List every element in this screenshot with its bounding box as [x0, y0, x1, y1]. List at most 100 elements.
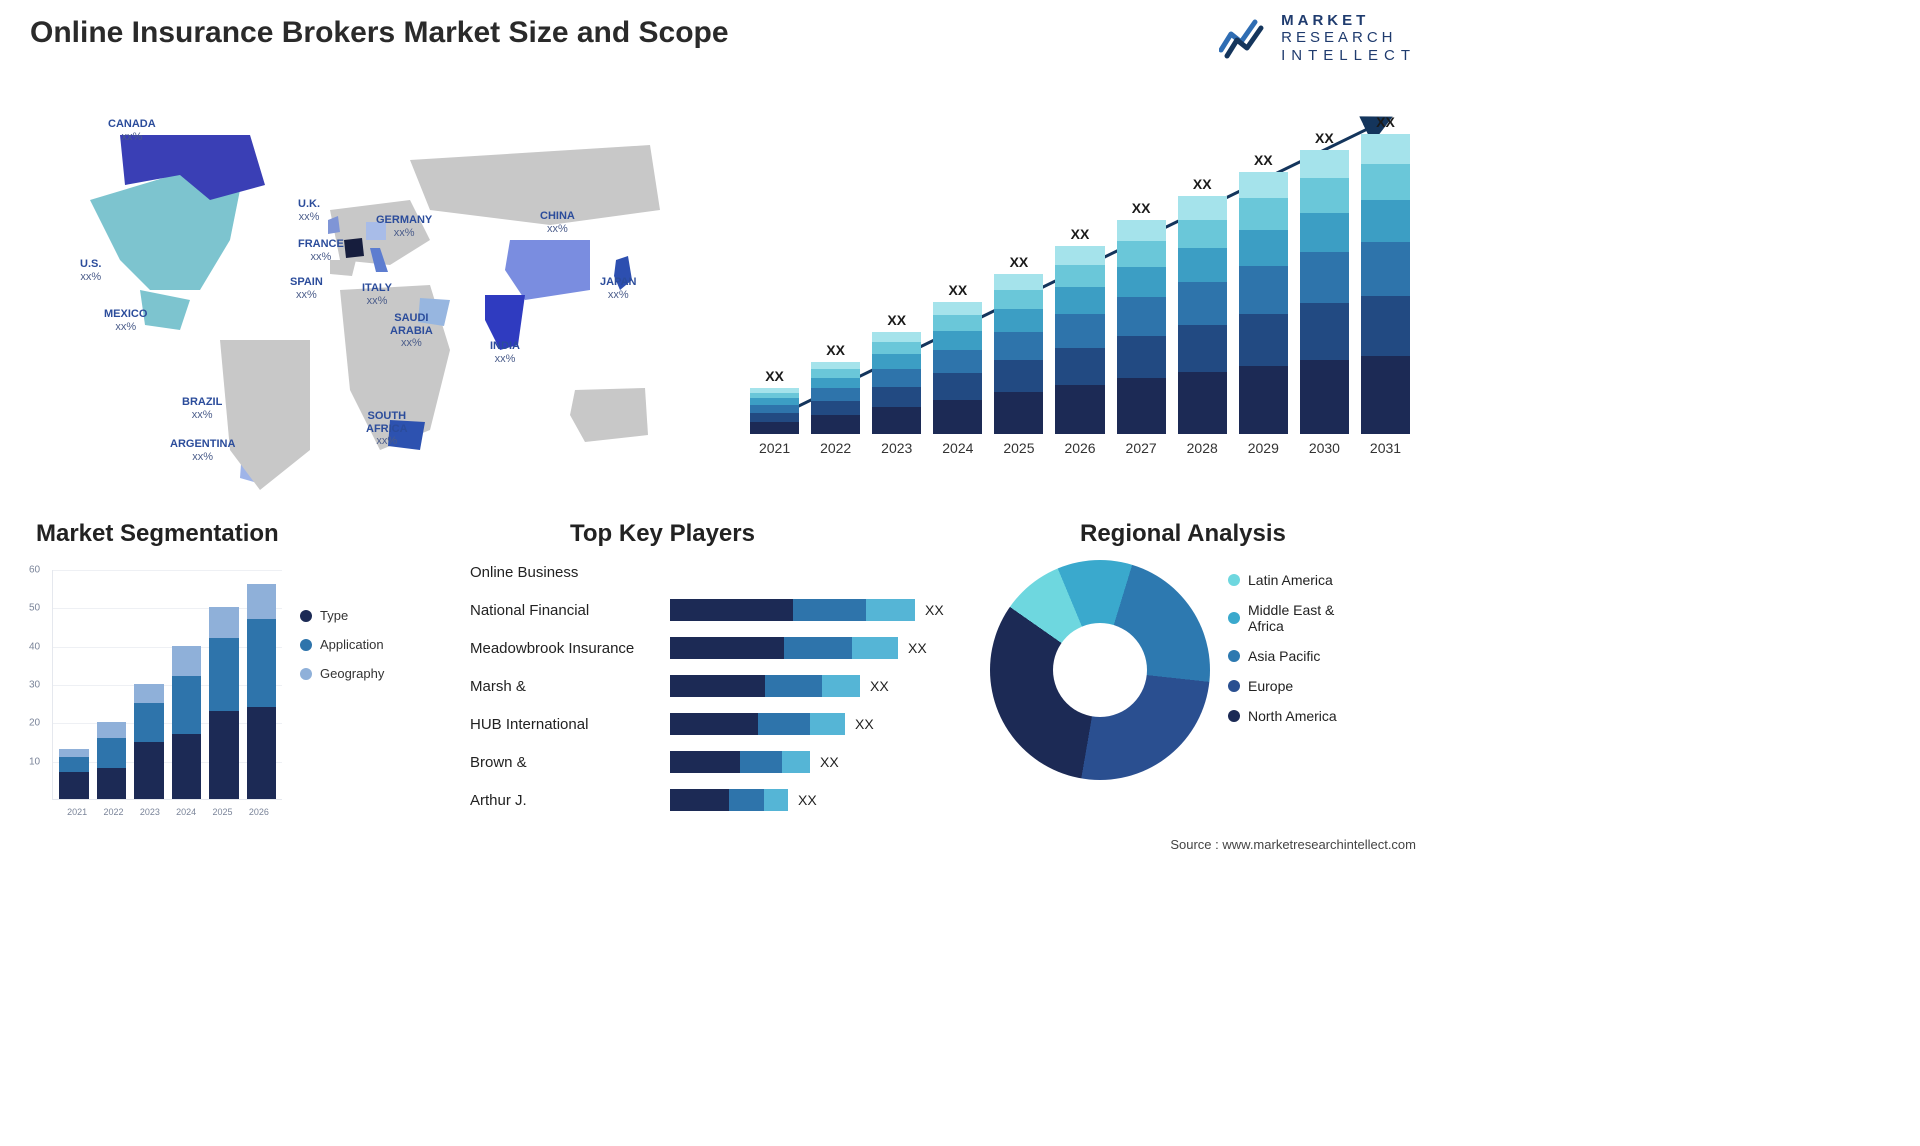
- growth-bar: XX2026: [1055, 226, 1104, 456]
- legend-swatch-icon: [1228, 574, 1240, 586]
- map-region: [140, 290, 190, 330]
- map-country-label: SOUTHAFRICAxx%: [366, 410, 408, 448]
- player-bar-segment: [822, 675, 860, 697]
- segmentation-x-tick: 2023: [140, 807, 160, 817]
- growth-bar-segment: [1055, 246, 1104, 265]
- player-bar-segment: [670, 637, 784, 659]
- player-bar: [670, 751, 810, 773]
- growth-bar-segment: [1361, 356, 1410, 434]
- logo-mark-icon: [1219, 16, 1271, 60]
- growth-bar-segment: [1117, 378, 1166, 434]
- growth-bar-segment: [872, 332, 921, 342]
- growth-bar-year: 2025: [1003, 440, 1034, 456]
- map-region: [328, 216, 340, 234]
- segmentation-bar-segment: [247, 619, 277, 707]
- player-bar-segment: [784, 637, 852, 659]
- growth-bar-year: 2026: [1064, 440, 1095, 456]
- player-label: Arthur J.: [470, 792, 670, 809]
- growth-bar-chart: XX2021XX2022XX2023XX2024XX2025XX2026XX20…: [750, 100, 1410, 480]
- top-key-players-header: Top Key Players: [570, 520, 755, 548]
- player-row: Meadowbrook InsuranceXX: [470, 634, 970, 662]
- legend-swatch-icon: [1228, 680, 1240, 692]
- growth-bar-value: XX: [765, 368, 784, 384]
- player-row: Marsh &XX: [470, 672, 970, 700]
- player-bar-segment: [729, 789, 764, 811]
- growth-bar-segment: [933, 315, 982, 331]
- growth-bar-value: XX: [1193, 176, 1212, 192]
- growth-bar-segment: [750, 413, 799, 422]
- growth-bar-segment: [1117, 220, 1166, 241]
- segmentation-x-tick: 2024: [176, 807, 196, 817]
- growth-bar-segment: [1055, 265, 1104, 288]
- growth-bar: XX2027: [1117, 200, 1166, 456]
- player-label: Marsh &: [470, 678, 670, 695]
- growth-bar-segment: [994, 392, 1043, 434]
- growth-bar-segment: [994, 309, 1043, 331]
- growth-bar-value: XX: [826, 342, 845, 358]
- segmentation-bar: [209, 607, 239, 799]
- segmentation-x-tick: 2022: [103, 807, 123, 817]
- growth-bar-segment: [811, 378, 860, 388]
- segmentation-bar-segment: [172, 646, 202, 677]
- map-country-label: SPAINxx%: [290, 276, 323, 301]
- growth-bar-segment: [872, 354, 921, 368]
- player-bar: [670, 637, 898, 659]
- segmentation-bar: [97, 722, 127, 799]
- map-country-label: INDIAxx%: [490, 340, 520, 365]
- regional-legend-item: Europe: [1228, 678, 1337, 694]
- segmentation-bar-segment: [59, 757, 89, 772]
- legend-label: Middle East &Africa: [1248, 602, 1334, 634]
- segmentation-legend-item: Application: [300, 637, 384, 652]
- map-country-label: ITALYxx%: [362, 282, 392, 307]
- regional-legend-item: North America: [1228, 708, 1337, 724]
- growth-bar-year: 2029: [1248, 440, 1279, 456]
- segmentation-bar-segment: [247, 707, 277, 799]
- growth-bar-value: XX: [1315, 130, 1334, 146]
- growth-bar-segment: [1117, 297, 1166, 336]
- player-bar-segment: [740, 751, 782, 773]
- map-country-label: CHINAxx%: [540, 210, 575, 235]
- growth-bar-segment: [811, 401, 860, 415]
- map-country-label: U.S.xx%: [80, 258, 101, 283]
- map-country-label: MEXICOxx%: [104, 308, 147, 333]
- player-row: Arthur J.XX: [470, 786, 970, 814]
- legend-label: Application: [320, 637, 384, 652]
- growth-bar-year: 2023: [881, 440, 912, 456]
- segmentation-legend-item: Type: [300, 608, 384, 623]
- growth-bar-value: XX: [1132, 200, 1151, 216]
- growth-bar-segment: [933, 302, 982, 315]
- segmentation-x-tick: 2026: [249, 807, 269, 817]
- growth-bar-segment: [1361, 242, 1410, 296]
- player-bar-segment: [782, 751, 810, 773]
- growth-bar-value: XX: [1010, 254, 1029, 270]
- growth-bar-year: 2024: [942, 440, 973, 456]
- growth-bar-segment: [872, 369, 921, 387]
- legend-label: Europe: [1248, 678, 1293, 694]
- growth-bar-segment: [1178, 372, 1227, 434]
- growth-bar-segment: [1300, 360, 1349, 434]
- map-region: [220, 340, 310, 490]
- growth-bar-segment: [1117, 267, 1166, 297]
- source-attribution: Source : www.marketresearchintellect.com: [1170, 837, 1416, 852]
- growth-bar-segment: [1361, 200, 1410, 242]
- player-bar: [670, 599, 915, 621]
- map-country-label: SAUDIARABIAxx%: [390, 312, 433, 350]
- segmentation-bar-segment: [59, 749, 89, 757]
- player-bar-segment: [670, 713, 758, 735]
- player-bar-segment: [852, 637, 898, 659]
- player-label: Brown &: [470, 754, 670, 771]
- growth-bar-segment: [1239, 172, 1288, 198]
- player-label: HUB International: [470, 716, 670, 733]
- growth-bar-segment: [994, 360, 1043, 392]
- legend-swatch-icon: [1228, 710, 1240, 722]
- market-segmentation-header: Market Segmentation: [36, 520, 279, 548]
- player-value: XX: [908, 640, 927, 656]
- growth-bar-segment: [994, 274, 1043, 290]
- growth-bar-segment: [1055, 314, 1104, 348]
- legend-swatch-icon: [300, 610, 312, 622]
- growth-bar-segment: [811, 362, 860, 369]
- segmentation-bar-segment: [134, 742, 164, 800]
- player-bar-segment: [765, 675, 822, 697]
- segmentation-y-tick: 20: [29, 718, 40, 729]
- legend-swatch-icon: [300, 639, 312, 651]
